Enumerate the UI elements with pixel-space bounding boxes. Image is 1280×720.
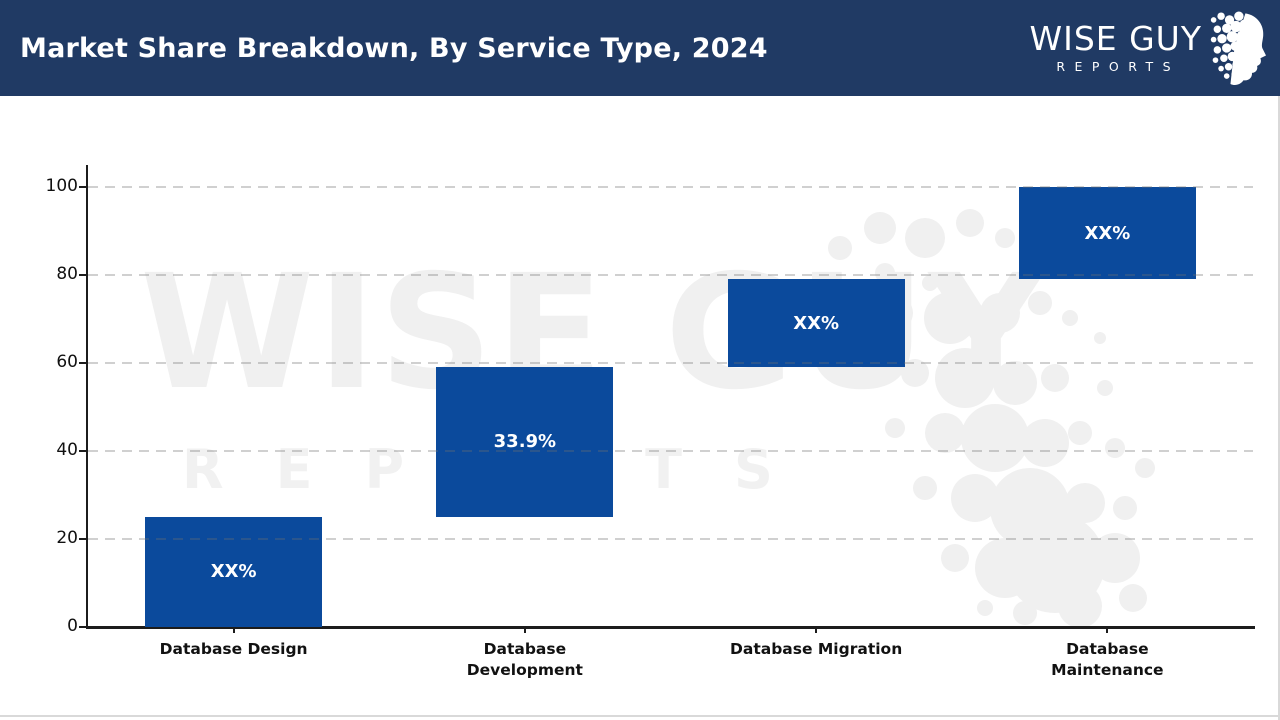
gridline [88,450,1253,452]
chart-title: Market Share Breakdown, By Service Type,… [20,32,768,64]
plot-area: XX% 33.9% XX% XX% [79,165,1255,633]
bar: XX% [145,516,323,627]
y-tick-mark [79,186,86,188]
brand-logo: WISE GUY REPORTS [1029,9,1266,87]
x-axis-line [86,626,1255,629]
y-tick-mark [79,450,86,452]
x-category-label-line: Database [1066,640,1149,658]
brand-head-dots-icon [1210,11,1266,86]
gridline [88,362,1253,364]
bar: XX% [727,279,905,368]
y-tick-label: 80 [56,264,78,284]
page-right-border [1278,96,1280,720]
y-tick-mark [79,626,86,628]
x-tick-mark [1106,627,1109,633]
x-category-label-line: Database Migration [730,640,903,658]
header: Market Share Breakdown, By Service Type,… [0,0,1280,96]
x-tick-mark [523,627,526,633]
bar: 33.9% [436,367,614,517]
brand-subtext: REPORTS [1056,59,1181,74]
gridline [88,538,1253,540]
gridline [88,274,1253,276]
bar-value-label: XX% [210,561,257,583]
bar-value-label: XX% [1084,222,1131,244]
x-category-label-line: Database [483,640,567,658]
page-bottom-border [0,715,1280,717]
brand-wordmark: WISE GUY [1029,19,1202,58]
x-tick-mark [232,627,235,633]
chart-region: WISE GUY REPORTS XX%33 [0,96,1280,720]
y-tick-label: 0 [67,616,78,636]
x-category-label-line: Maintenance [1051,661,1164,679]
bar-value-label: 33.9% [493,431,557,453]
brand-logo-text: WISE GUY REPORTS [1029,22,1202,74]
y-tick-label: 20 [56,528,78,548]
gridline [88,186,1253,188]
x-tick-mark [815,627,818,633]
x-category-label: Database Design [88,639,379,660]
x-category-label-line: Database Design [159,640,308,658]
x-category-label: Database Development [379,639,670,681]
x-category-label-line: Development [466,661,583,679]
bar-value-label: XX% [793,312,840,334]
bar: XX% [1018,187,1196,280]
y-axis-line [86,165,88,629]
y-tick-label: 60 [56,352,78,372]
y-tick-mark [79,362,86,364]
x-category-label: Database Migration [671,639,962,660]
y-tick-label: 100 [45,176,78,196]
y-tick-mark [79,538,86,540]
x-category-label: Database Maintenance [962,639,1253,681]
y-tick-mark [79,274,86,276]
y-tick-label: 40 [56,440,78,460]
